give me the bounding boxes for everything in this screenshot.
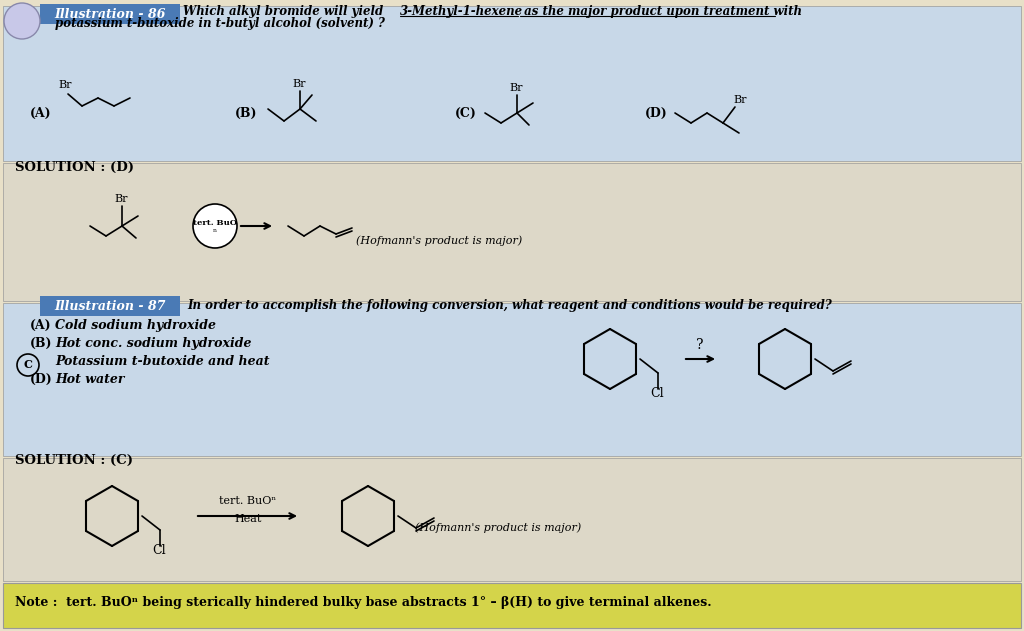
Text: (Hofmann's product is major): (Hofmann's product is major) (356, 235, 522, 246)
Text: Br: Br (733, 95, 746, 105)
Text: Heat: Heat (234, 514, 262, 524)
Text: (B): (B) (234, 107, 257, 120)
FancyBboxPatch shape (3, 458, 1021, 581)
Text: In order to accomplish the following conversion, what reagent and conditions wou: In order to accomplish the following con… (187, 300, 831, 312)
Text: Which alkyl bromide will yield: Which alkyl bromide will yield (183, 4, 387, 18)
Text: Br: Br (292, 79, 305, 89)
Text: ?: ? (696, 338, 703, 352)
Text: Cold sodium hydroxide: Cold sodium hydroxide (55, 319, 216, 332)
FancyBboxPatch shape (40, 296, 180, 316)
Text: (Hofmann's product is major): (Hofmann's product is major) (415, 522, 582, 533)
Text: 3-Methyl-1-hexene: 3-Methyl-1-hexene (400, 4, 523, 18)
Text: Br: Br (509, 83, 522, 93)
Text: SOLUTION : (D): SOLUTION : (D) (15, 161, 134, 174)
Text: (A): (A) (30, 319, 51, 332)
Text: Illustration - 86: Illustration - 86 (54, 8, 166, 20)
Text: C: C (24, 360, 33, 370)
Text: SOLUTION : (C): SOLUTION : (C) (15, 454, 133, 467)
Text: (B): (B) (30, 337, 52, 350)
Text: (D): (D) (30, 373, 53, 386)
FancyBboxPatch shape (3, 303, 1021, 456)
Text: Cl: Cl (152, 544, 166, 557)
FancyBboxPatch shape (3, 163, 1021, 301)
Text: Hot water: Hot water (55, 373, 125, 386)
FancyBboxPatch shape (3, 583, 1021, 628)
Text: (A): (A) (30, 107, 51, 120)
Text: Cl: Cl (650, 387, 664, 400)
Text: (D): (D) (645, 107, 668, 120)
Text: as the major product upon treatment with: as the major product upon treatment with (520, 4, 802, 18)
Text: Br: Br (114, 194, 128, 204)
Text: Potassium t-butoxide and heat: Potassium t-butoxide and heat (55, 355, 269, 368)
Text: (C): (C) (455, 107, 477, 120)
Text: tert. BuOⁿ: tert. BuOⁿ (219, 496, 276, 506)
FancyBboxPatch shape (3, 6, 1021, 161)
Text: Note :  tert. BuOⁿ being sterically hindered bulky base abstracts 1° – β(H) to g: Note : tert. BuOⁿ being sterically hinde… (15, 596, 712, 609)
Text: tert. BuO: tert. BuO (193, 219, 238, 227)
FancyBboxPatch shape (40, 4, 180, 24)
Text: potassium t-butoxide in t-butyl alcohol (solvent) ?: potassium t-butoxide in t-butyl alcohol … (55, 16, 385, 30)
Circle shape (4, 3, 40, 39)
Text: Br: Br (58, 80, 72, 90)
Circle shape (193, 204, 237, 248)
Text: Illustration - 87: Illustration - 87 (54, 300, 166, 312)
Text: Hot conc. sodium hydroxide: Hot conc. sodium hydroxide (55, 337, 252, 350)
Text: ⁿ: ⁿ (213, 228, 217, 237)
